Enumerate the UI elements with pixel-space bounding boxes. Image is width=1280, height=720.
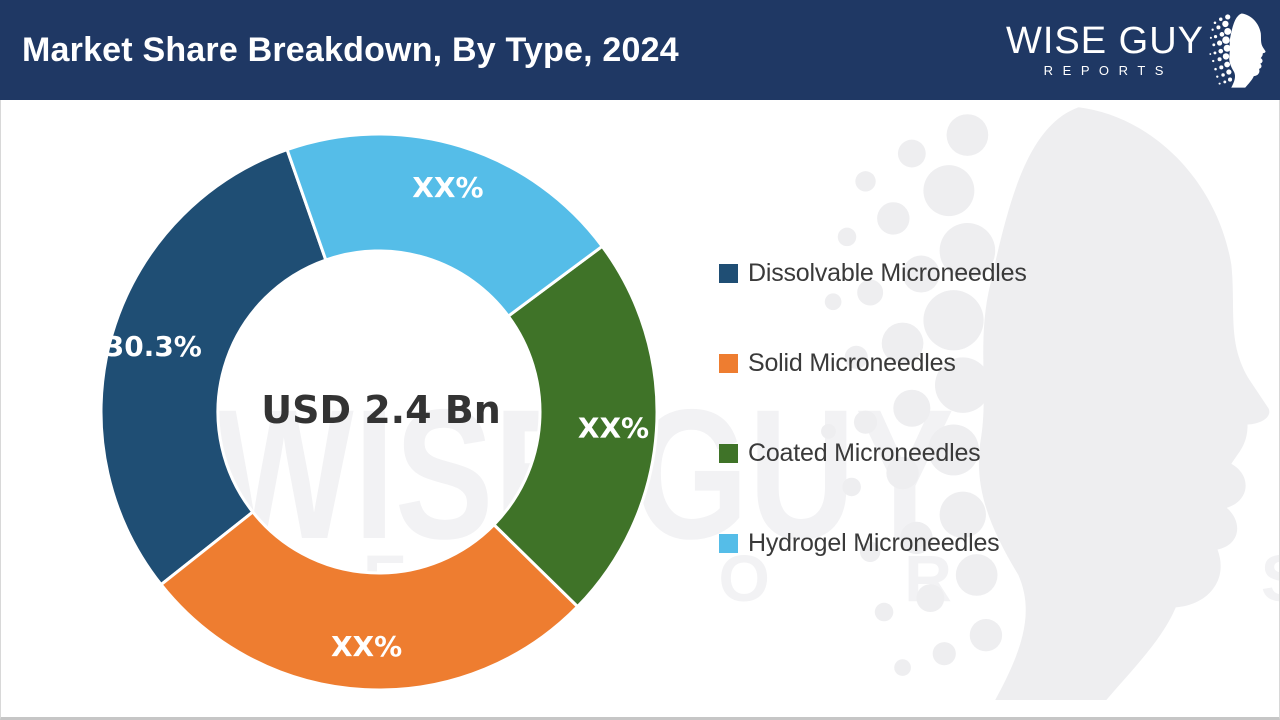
donut-segment-hydrogel-microneedles <box>285 132 605 319</box>
legend: Dissolvable Microneedles Solid Microneed… <box>719 258 1027 618</box>
legend-label: Solid Microneedles <box>748 348 956 377</box>
donut-segment-dissolvable-microneedles <box>99 147 328 587</box>
donut-value-label-hydrogel-microneedles: XX% <box>412 171 483 204</box>
logo-text: WISE GUY R E P O R T S <box>1006 22 1204 78</box>
donut-center-label: USD 2.4 Bn <box>261 388 501 432</box>
donut-value-label-solid-microneedles: XX% <box>331 630 402 663</box>
logo-subtitle: R E P O R T S <box>1043 63 1167 78</box>
legend-swatch-coated <box>719 443 738 463</box>
legend-swatch-hydrogel <box>719 533 738 553</box>
header: Market Share Breakdown, By Type, 2024 WI… <box>0 0 1280 100</box>
donut-value-label-coated-microneedles: XX% <box>578 412 649 445</box>
page-title: Market Share Breakdown, By Type, 2024 <box>22 30 679 69</box>
legend-swatch-dissolvable <box>719 263 738 283</box>
legend-label: Dissolvable Microneedles <box>748 258 1027 287</box>
legend-item-solid-microneedles: Solid Microneedles <box>719 348 1027 378</box>
legend-item-coated-microneedles: Coated Microneedles <box>719 438 1027 468</box>
logo-head-icon <box>1208 12 1266 88</box>
legend-swatch-solid <box>719 353 738 373</box>
legend-label: Hydrogel Microneedles <box>748 528 1000 557</box>
wise-guy-logo: WISE GUY R E P O R T S <box>1006 12 1266 88</box>
legend-item-hydrogel-microneedles: Hydrogel Microneedles <box>719 528 1027 558</box>
legend-label: Coated Microneedles <box>748 438 981 467</box>
donut-value-label-dissolvable-microneedles: 30.3% <box>105 330 202 363</box>
legend-item-dissolvable-microneedles: Dissolvable Microneedles <box>719 258 1027 288</box>
donut-chart: USD 2.4 Bn XX% XX% XX% 30.3% <box>99 132 659 692</box>
chart-area: WISE GUY R E P O R T S USD 2.4 Bn XX% XX%… <box>0 100 1280 720</box>
logo-wordmark: WISE GUY <box>1005 20 1204 62</box>
donut-segment-solid-microneedles <box>158 509 580 692</box>
donut-segment-coated-microneedles <box>491 244 659 609</box>
